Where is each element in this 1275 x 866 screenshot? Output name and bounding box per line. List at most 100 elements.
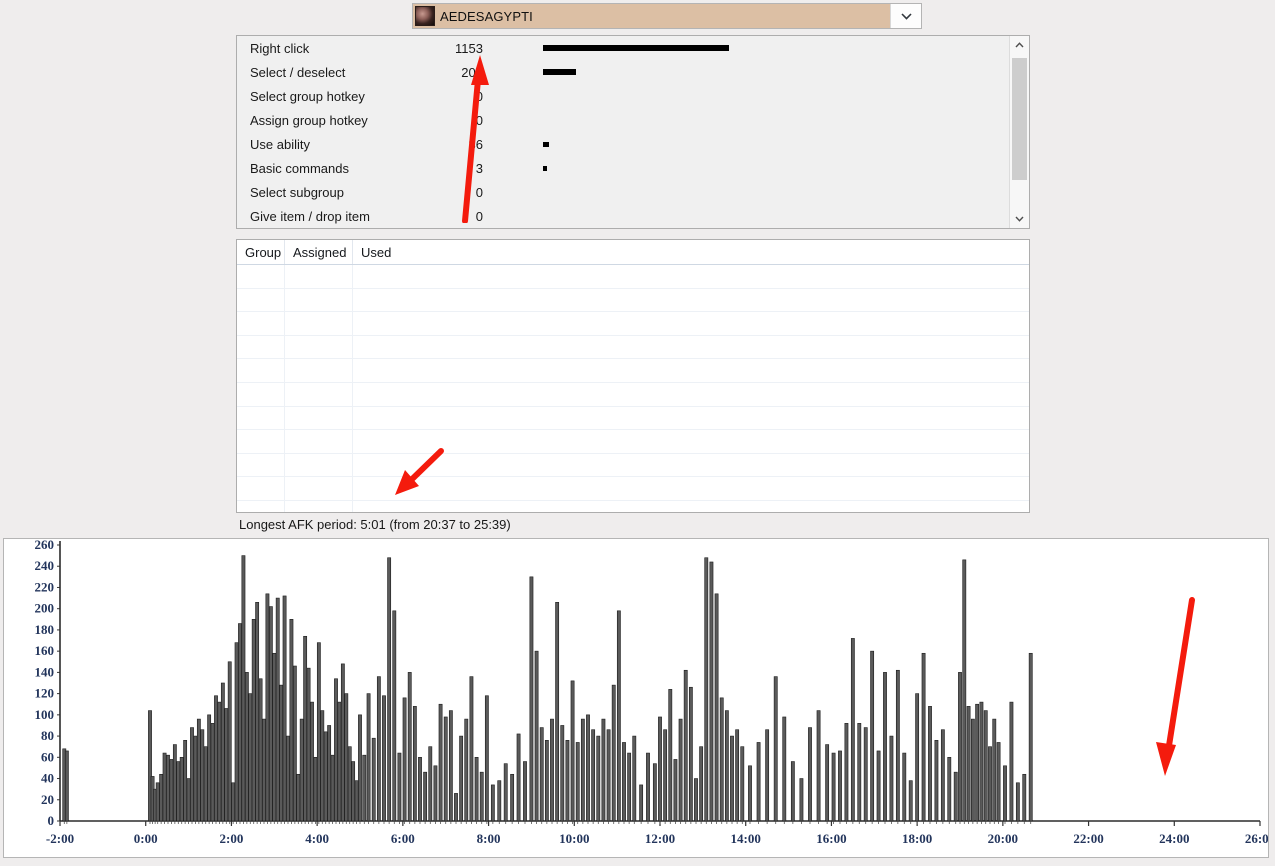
action-row[interactable]: Use ability 36 — [237, 132, 1009, 156]
action-row[interactable]: Basic commands 3 — [237, 156, 1009, 180]
actions-scrollbar[interactable] — [1009, 36, 1029, 228]
action-row[interactable]: Give item / drop item 0 — [237, 204, 1009, 228]
y-axis-tick-label: 60 — [41, 749, 54, 764]
chart-bar — [756, 742, 761, 822]
chart-bar — [334, 678, 338, 822]
chart-bar — [155, 782, 160, 822]
chart-bar — [1028, 652, 1033, 822]
table-cell — [237, 382, 285, 406]
chart-bar — [883, 672, 887, 822]
chevron-up-icon[interactable] — [1010, 36, 1029, 54]
actions-list[interactable]: Right click 1153 Select / deselect 203 Selec… — [237, 36, 1009, 228]
chart-bar — [244, 672, 249, 822]
chart-bar — [248, 693, 253, 822]
chart-bar — [251, 619, 256, 822]
table-row[interactable] — [237, 288, 1029, 313]
action-label: Assign group hotkey — [250, 112, 368, 128]
chart-bar — [306, 667, 311, 822]
table-cell — [285, 453, 353, 477]
x-axis-tick-label: 22:00 — [1073, 831, 1103, 846]
y-axis-tick-label: 220 — [35, 579, 55, 594]
table-row[interactable] — [237, 453, 1029, 478]
chart-bar — [808, 727, 812, 822]
chart-bar — [915, 693, 920, 822]
action-row[interactable]: Assign group hotkey 0 — [237, 108, 1009, 132]
chart-bar — [292, 665, 297, 822]
chart-bar — [958, 672, 962, 822]
table-row[interactable] — [237, 500, 1029, 512]
action-label: Use ability — [250, 136, 310, 152]
control-groups-table[interactable]: Group Assigned Used — [236, 239, 1030, 513]
action-row[interactable]: Select subgroup 0 — [237, 180, 1009, 204]
chart-bar — [1009, 701, 1014, 822]
chart-bar — [570, 680, 575, 822]
action-row[interactable]: Select / deselect 203 — [237, 60, 1009, 84]
chart-bar — [337, 701, 342, 822]
table-cell — [285, 430, 353, 453]
table-row[interactable] — [237, 382, 1029, 407]
chart-bar — [844, 723, 849, 822]
chart-bar — [688, 686, 693, 822]
table-cell — [353, 477, 1029, 500]
chart-bar — [238, 623, 242, 822]
chart-bar — [358, 714, 362, 822]
chart-bar — [299, 718, 304, 822]
table-row[interactable] — [237, 359, 1029, 383]
action-row[interactable]: Select group hotkey 0 — [237, 84, 1009, 108]
chart-bar — [407, 672, 412, 822]
table-row[interactable] — [237, 406, 1029, 431]
table-row[interactable] — [237, 430, 1029, 454]
table-row[interactable] — [237, 312, 1029, 336]
chart-bar — [724, 710, 729, 822]
x-axis-tick-label: 12:00 — [645, 831, 675, 846]
action-row[interactable]: Right click 1153 — [237, 36, 1009, 60]
table-cell — [353, 430, 1029, 453]
chart-bar — [825, 744, 830, 822]
chart-bar — [529, 576, 534, 822]
chart-bar — [988, 746, 992, 822]
chart-bar — [402, 697, 407, 822]
chart-bar — [719, 697, 724, 822]
action-count: 0 — [475, 112, 483, 128]
table-cell — [285, 500, 353, 512]
chart-bar — [262, 718, 266, 822]
chart-bar — [64, 750, 69, 822]
y-axis-tick-label: 240 — [35, 558, 55, 573]
table-row[interactable] — [237, 477, 1029, 501]
chart-bar — [616, 610, 621, 822]
x-axis-tick-label: 18:00 — [902, 831, 932, 846]
y-axis-tick-label: 200 — [35, 601, 55, 616]
chart-bar — [323, 731, 328, 822]
chart-bar — [382, 695, 386, 822]
chart-bar — [289, 619, 294, 822]
table-cell — [237, 406, 285, 430]
action-count: 36 — [468, 136, 483, 152]
y-axis-tick-label: 260 — [35, 539, 55, 552]
y-axis-tick-label: 0 — [48, 813, 55, 828]
action-bar — [543, 141, 549, 147]
chart-bar — [902, 752, 907, 822]
chart-bar — [799, 778, 804, 822]
unit-combobox[interactable]: AEDESAGYPTI — [412, 3, 922, 29]
table-cell — [285, 288, 353, 312]
scrollbar-thumb[interactable] — [1012, 58, 1027, 180]
unit-combobox-field[interactable]: AEDESAGYPTI — [413, 4, 890, 28]
chevron-down-icon[interactable] — [1010, 210, 1029, 228]
longest-afk-label: Longest AFK period: 5:01 (from 20:37 to … — [239, 517, 511, 532]
chart-bar — [224, 708, 229, 822]
chevron-down-icon[interactable] — [890, 4, 921, 28]
chart-bar — [255, 602, 260, 822]
table-cell — [353, 336, 1029, 359]
chart-bar — [231, 782, 236, 822]
table-row[interactable] — [237, 265, 1029, 289]
chart-bar — [169, 759, 174, 822]
chart-bar — [740, 746, 745, 822]
chart-bar — [203, 746, 208, 822]
table-cell — [285, 335, 353, 359]
chart-bar — [503, 763, 508, 822]
y-axis-tick-label: 100 — [35, 707, 55, 722]
chart-bar — [272, 652, 277, 822]
chart-bar — [678, 718, 683, 822]
table-row[interactable] — [237, 335, 1029, 360]
x-axis-tick-label: 2:00 — [220, 831, 244, 846]
